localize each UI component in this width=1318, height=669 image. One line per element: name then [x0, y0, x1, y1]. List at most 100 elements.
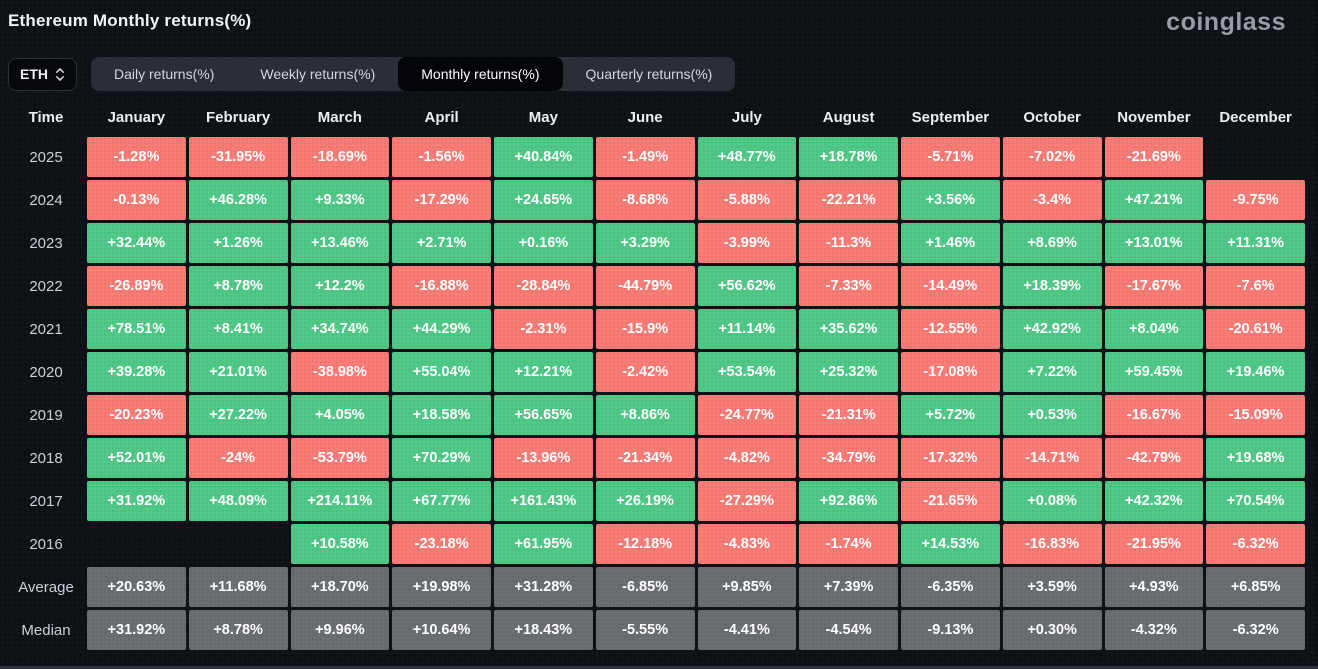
cell-2017-december: +70.54%: [1206, 481, 1305, 521]
cell-2021-august: +35.62%: [799, 309, 898, 349]
cell-2023-august: -11.3%: [799, 223, 898, 263]
cell-2023-may: +0.16%: [494, 223, 593, 263]
cell-2025-april: -1.56%: [392, 137, 491, 177]
cell-2024-august: -22.21%: [799, 180, 898, 220]
cell-2019-august: -21.31%: [799, 395, 898, 435]
cell-median-december: -6.32%: [1206, 610, 1305, 650]
cell-2024-november: +47.21%: [1104, 180, 1204, 220]
cell-2020-september: -17.08%: [901, 352, 1000, 392]
top-bar: Ethereum Monthly returns(%) coinglass: [8, 8, 1308, 52]
cell-2020-february: +21.01%: [188, 352, 288, 392]
cell-2018-february: -24%: [188, 438, 288, 478]
cell-2025-january: -1.28%: [87, 137, 186, 177]
cell-2019-december: -15.09%: [1206, 395, 1305, 435]
cell-2018-december: +19.68%: [1206, 438, 1305, 478]
cell-2017-may: +161.43%: [494, 481, 593, 521]
cell-2021-may: -2.31%: [494, 309, 593, 349]
cell-2020-july: +53.54%: [697, 352, 797, 392]
cell-2024-january: -0.13%: [87, 180, 186, 220]
col-header-march: March: [317, 108, 362, 126]
cell-2024-april: -17.29%: [392, 180, 491, 220]
cell-2024-may: +24.65%: [494, 180, 593, 220]
col-header-december: December: [1219, 108, 1292, 126]
cell-2020-november: +59.45%: [1104, 352, 1204, 392]
cell-median-january: +31.92%: [87, 610, 186, 650]
cell-2021-november: +8.04%: [1104, 309, 1204, 349]
cell-2024-september: +3.56%: [901, 180, 1000, 220]
cell-2019-june: +8.86%: [595, 395, 695, 435]
cell-median-march: +9.96%: [290, 610, 390, 650]
cell-average-january: +20.63%: [87, 567, 186, 607]
cell-2023-december: +11.31%: [1206, 223, 1305, 263]
cell-2021-april: +44.29%: [392, 309, 491, 349]
cell-2019-may: +56.65%: [494, 395, 593, 435]
cell-2025-may: +40.84%: [494, 137, 593, 177]
cell-2024-october: -3.4%: [1002, 180, 1102, 220]
cell-2016-june: -12.18%: [595, 524, 695, 564]
col-header-february: February: [206, 108, 271, 126]
cell-2020-october: +7.22%: [1002, 352, 1102, 392]
cell-2025-march: -18.69%: [290, 137, 390, 177]
cell-2017-february: +48.09%: [188, 481, 288, 521]
scrollbar-track[interactable]: [0, 666, 1318, 669]
cell-2020-december: +19.46%: [1206, 352, 1305, 392]
tab-weekly-returns[interactable]: Weekly returns(%): [260, 66, 376, 82]
cell-2023-june: +3.29%: [595, 223, 695, 263]
cell-2025-february: -31.95%: [188, 137, 288, 177]
row-label-2024: 2024: [29, 191, 63, 209]
cell-2019-february: +27.22%: [188, 395, 288, 435]
cell-average-may: +31.28%: [494, 567, 593, 607]
cell-2025-august: +18.78%: [799, 137, 898, 177]
cell-2023-november: +13.01%: [1104, 223, 1204, 263]
cell-average-october: +3.59%: [1002, 567, 1102, 607]
cell-2018-may: -13.96%: [494, 438, 593, 478]
page-title: Ethereum Monthly returns(%): [8, 11, 252, 30]
cell-2021-january: +78.51%: [87, 309, 186, 349]
cell-2020-april: +55.04%: [392, 352, 491, 392]
cell-2022-november: -17.67%: [1104, 266, 1204, 306]
cell-2022-march: +12.2%: [290, 266, 390, 306]
cell-2020-march: -38.98%: [290, 352, 390, 392]
symbol-selector[interactable]: ETH: [8, 57, 77, 91]
tab-daily-returns[interactable]: Daily returns(%): [114, 66, 215, 82]
tab-monthly-returns[interactable]: Monthly returns(%): [398, 57, 563, 91]
cell-2022-april: -16.88%: [392, 266, 491, 306]
cell-2022-february: +8.78%: [188, 266, 288, 306]
cell-average-november: +4.93%: [1104, 567, 1204, 607]
tab-quarterly-returns[interactable]: Quarterly returns(%): [585, 66, 713, 82]
row-label-2025: 2025: [29, 148, 63, 166]
cell-2025-july: +48.77%: [697, 137, 797, 177]
row-label-2023: 2023: [29, 234, 63, 252]
cell-2022-october: +18.39%: [1002, 266, 1102, 306]
cell-2022-august: -7.33%: [799, 266, 898, 306]
cell-2018-august: -34.79%: [799, 438, 898, 478]
cell-2021-july: +11.14%: [697, 309, 797, 349]
col-header-july: July: [731, 108, 762, 126]
row-label-2016: 2016: [29, 535, 63, 553]
cell-2017-november: +42.32%: [1104, 481, 1204, 521]
cell-2016-april: -23.18%: [392, 524, 491, 564]
col-header-october: October: [1023, 108, 1081, 126]
cell-2017-january: +31.92%: [87, 481, 186, 521]
coinglass-logo: coinglass: [1166, 8, 1286, 36]
cell-2021-october: +42.92%: [1002, 309, 1102, 349]
cell-2017-june: +26.19%: [595, 481, 695, 521]
cell-median-july: -4.41%: [697, 610, 797, 650]
cell-2018-june: -21.34%: [595, 438, 695, 478]
cell-average-august: +7.39%: [799, 567, 898, 607]
cell-2019-july: -24.77%: [697, 395, 797, 435]
cell-2025-june: -1.49%: [595, 137, 695, 177]
cell-2023-april: +2.71%: [392, 223, 491, 263]
row-label-2020: 2020: [29, 363, 63, 381]
col-header-september: September: [911, 108, 990, 126]
row-label-median: Median: [21, 621, 71, 639]
cell-2021-september: -12.55%: [901, 309, 1000, 349]
col-header-january: January: [107, 108, 166, 126]
cell-2024-march: +9.33%: [290, 180, 390, 220]
cell-2023-july: -3.99%: [697, 223, 797, 263]
cell-2020-january: +39.28%: [87, 352, 186, 392]
cell-2017-july: -27.29%: [697, 481, 797, 521]
cell-2019-october: +0.53%: [1002, 395, 1102, 435]
returns-tab-bar: Daily returns(%) Weekly returns(%) Monthly…: [91, 57, 736, 91]
cell-2022-january: -26.89%: [87, 266, 186, 306]
